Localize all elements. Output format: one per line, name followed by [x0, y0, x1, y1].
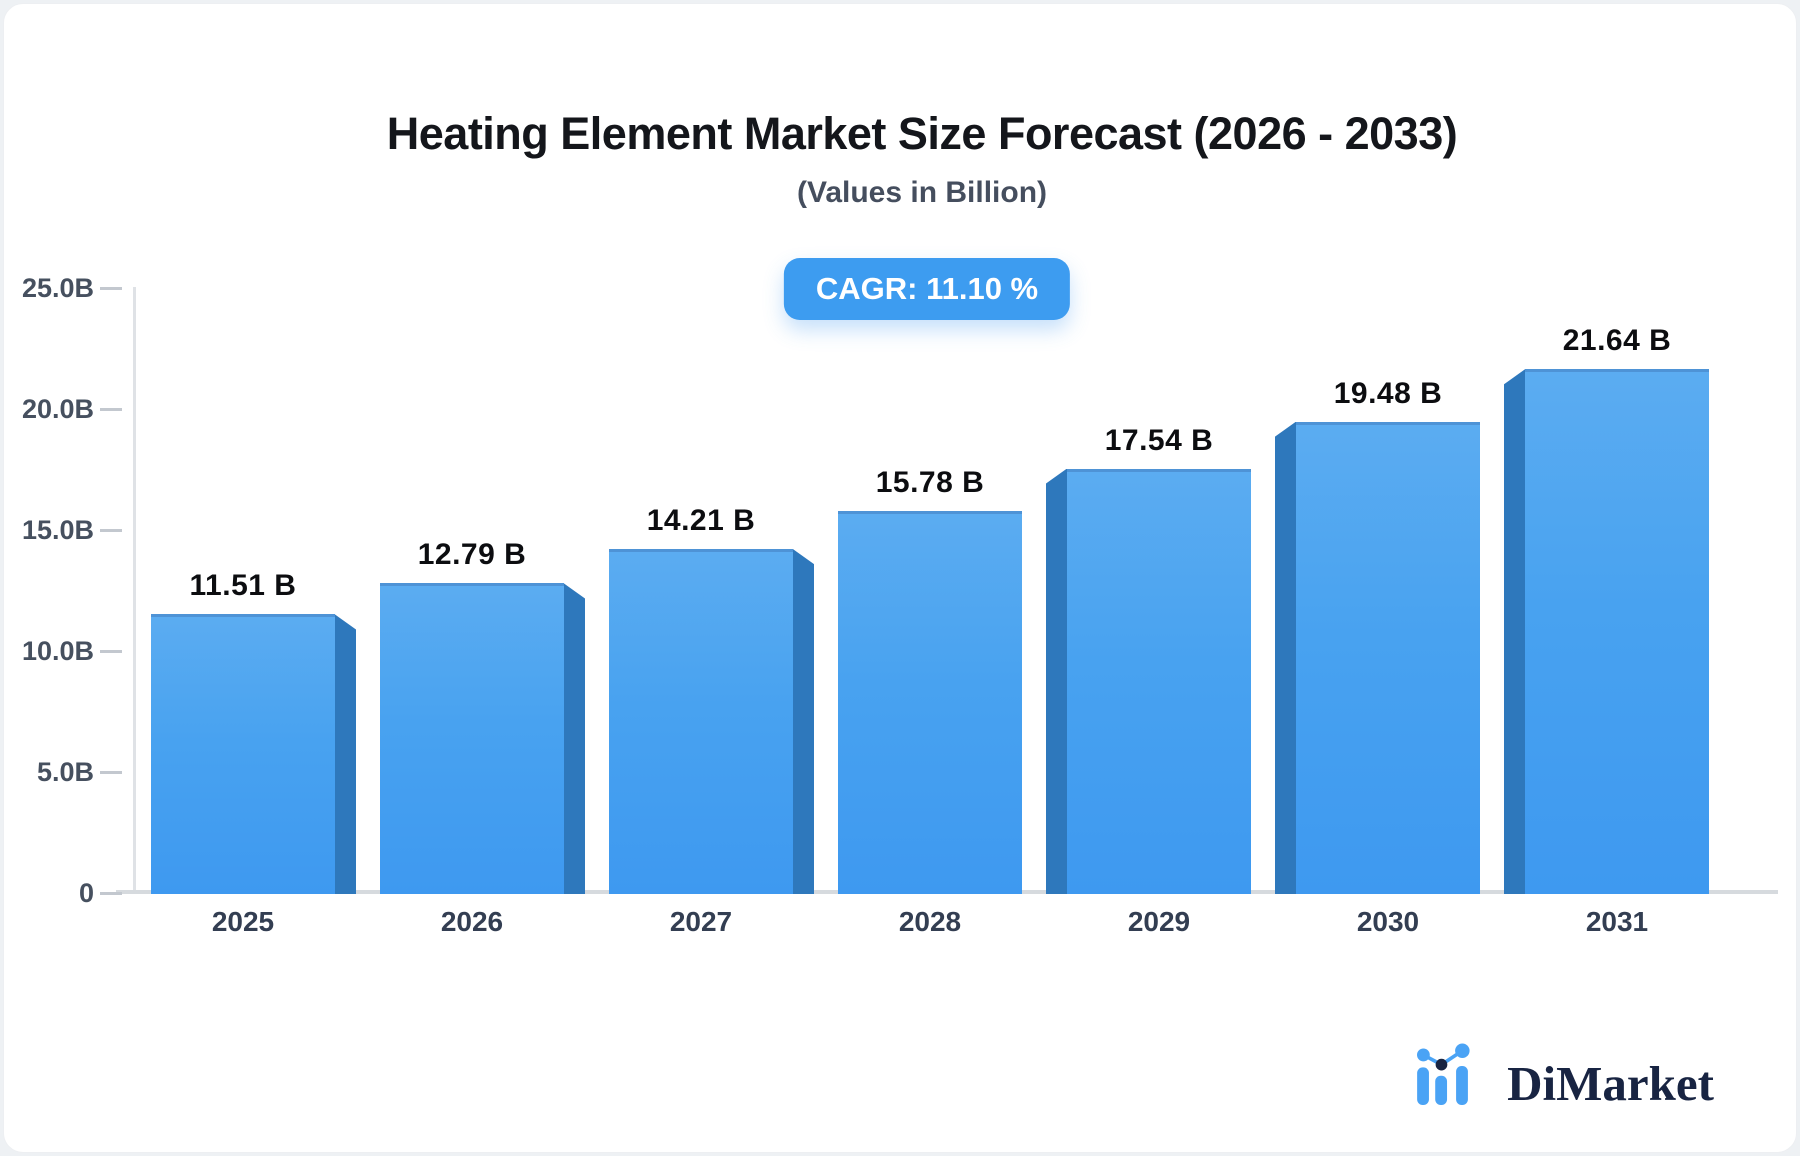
bar-value-label: 11.51 B: [189, 569, 297, 603]
y-axis-tick-label: 0: [78, 878, 94, 908]
bar-2029: [1067, 468, 1251, 894]
bar-chart-plot-area: 25.0B 20.0B 15.0B 10.0B 5.0B 0 11.51 B 2025 12.7…: [4, 4, 1796, 1152]
bar-2027: [609, 549, 793, 894]
brand-logo: DiMarket: [1415, 1041, 1714, 1110]
y-axis-line: [133, 287, 136, 894]
bar-3d-side: [1046, 468, 1067, 894]
bar-2025: [151, 614, 335, 894]
y-axis-tick: [100, 408, 122, 411]
chart-card: Heating Element Market Size Forecast (20…: [3, 3, 1797, 1153]
mini-bar-chart-logo-icon: [1415, 1041, 1493, 1110]
bar-2026: [380, 583, 564, 894]
x-axis-label: 2025: [211, 906, 275, 937]
x-axis-label: 2028: [898, 906, 962, 937]
y-axis-tick-label: 20.0B: [21, 394, 94, 424]
y-axis-tick: [100, 892, 122, 895]
bar-value-label: 19.48 B: [1333, 376, 1443, 410]
x-axis-label: 2030: [1356, 906, 1420, 937]
page-title: Heating Element Market Size Forecast (20…: [386, 108, 1458, 159]
page-subtitle: (Values in Billion): [796, 176, 1048, 209]
y-axis-tick-label: 5.0B: [36, 757, 94, 787]
y-axis-tick-label: 15.0B: [21, 515, 94, 545]
bar-2031: [1525, 369, 1709, 894]
y-axis-tick: [100, 529, 122, 532]
y-axis-tick: [100, 287, 122, 290]
bar-value-label: 15.78 B: [875, 466, 985, 500]
y-axis-tick: [100, 771, 122, 774]
bar-value-label: 17.54 B: [1104, 423, 1214, 457]
brand-name: DiMarket: [1507, 1056, 1714, 1111]
y-axis-tick: [100, 650, 122, 653]
bar-3d-side: [335, 614, 356, 894]
bar-2030: [1296, 421, 1480, 894]
bar-value-label: 12.79 B: [417, 538, 527, 572]
bar-value-label: 21.64 B: [1562, 324, 1672, 358]
x-axis-label: 2031: [1585, 906, 1649, 937]
x-axis-label: 2026: [440, 906, 504, 937]
y-axis-tick-label: 25.0B: [21, 273, 94, 303]
x-axis-label: 2027: [669, 906, 733, 937]
bar-value-label: 14.21 B: [646, 504, 756, 538]
bar-3d-side: [1504, 369, 1525, 894]
bar-3d-side: [793, 549, 814, 894]
bar-3d-side: [564, 583, 585, 894]
bar-3d-side: [1275, 421, 1296, 894]
bar-2028: [838, 511, 1022, 894]
y-axis-tick-label: 10.0B: [21, 636, 94, 666]
x-axis-label: 2029: [1127, 906, 1191, 937]
cagr-badge: CAGR: 11.10 %: [783, 258, 1071, 320]
